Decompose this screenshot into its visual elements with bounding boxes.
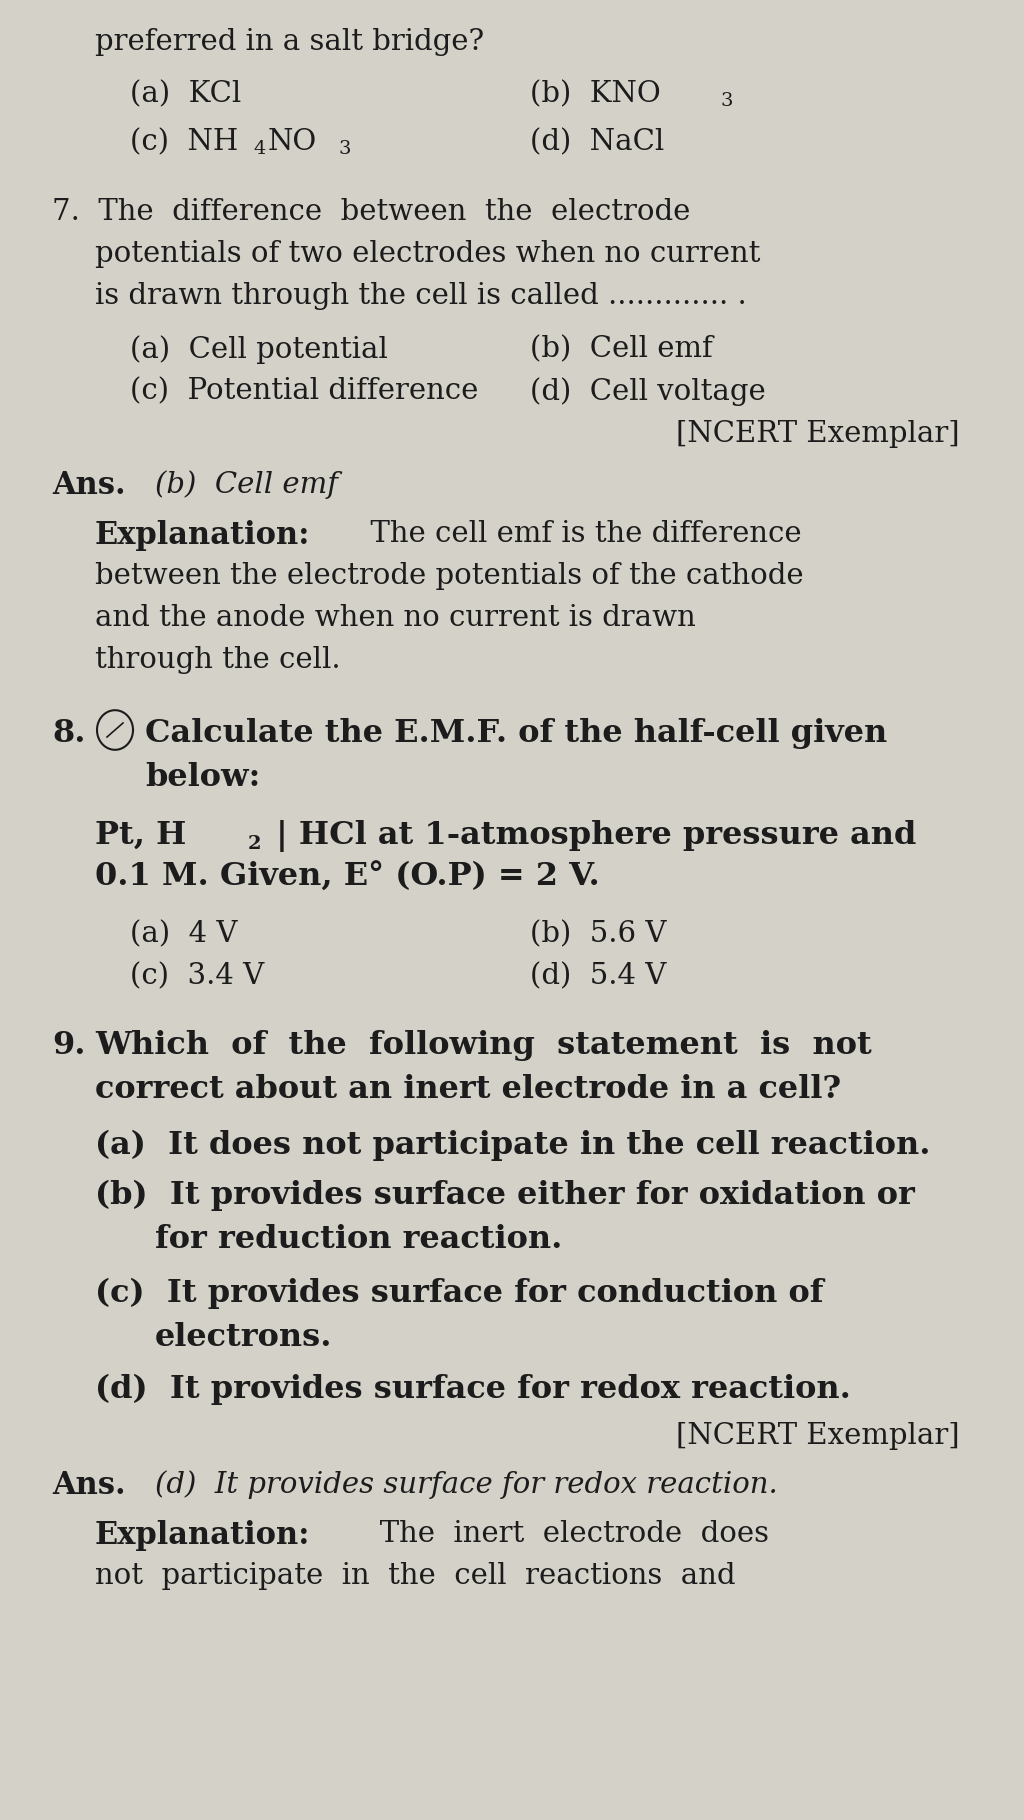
Text: correct about an inert electrode in a cell?: correct about an inert electrode in a ce… [95, 1074, 842, 1105]
Text: The cell emf is the difference: The cell emf is the difference [352, 521, 802, 548]
Text: preferred in a salt bridge?: preferred in a salt bridge? [95, 27, 484, 56]
Text: (d)  5.4 V: (d) 5.4 V [530, 963, 667, 990]
Text: 9.: 9. [52, 1030, 85, 1061]
Text: (a)  KCl: (a) KCl [130, 80, 242, 107]
Text: electrons.: electrons. [155, 1321, 333, 1352]
Text: (d)  It provides surface for redox reaction.: (d) It provides surface for redox reacti… [95, 1374, 851, 1405]
Text: (d)  It provides surface for redox reaction.: (d) It provides surface for redox reacti… [155, 1471, 778, 1500]
Text: (a)  4 V: (a) 4 V [130, 919, 238, 948]
Text: Which  of  the  following  statement  is  not: Which of the following statement is not [95, 1030, 871, 1061]
Text: 3: 3 [720, 93, 732, 109]
Text: 2: 2 [248, 835, 261, 854]
Text: [NCERT Exemplar]: [NCERT Exemplar] [677, 420, 961, 448]
Text: (b)  KNO: (b) KNO [530, 80, 660, 107]
Text: (b)  5.6 V: (b) 5.6 V [530, 919, 667, 948]
Text: between the electrode potentials of the cathode: between the electrode potentials of the … [95, 562, 804, 590]
Text: 0.1 M. Given, E° (O.P) = 2 V.: 0.1 M. Given, E° (O.P) = 2 V. [95, 863, 600, 894]
Text: for reduction reaction.: for reduction reaction. [155, 1225, 562, 1256]
Text: (a)  It does not participate in the cell reaction.: (a) It does not participate in the cell … [95, 1130, 931, 1161]
Text: | HCl at 1-atmosphere pressure and: | HCl at 1-atmosphere pressure and [265, 821, 916, 852]
Text: (b)  Cell emf: (b) Cell emf [155, 470, 338, 499]
Text: (d)  NaCl: (d) NaCl [530, 127, 665, 157]
Text: through the cell.: through the cell. [95, 646, 341, 673]
Text: is drawn through the cell is called ............. .: is drawn through the cell is called ....… [95, 282, 746, 309]
Text: (a)  Cell potential: (a) Cell potential [130, 335, 388, 364]
Text: (c)  It provides surface for conduction of: (c) It provides surface for conduction o… [95, 1278, 823, 1309]
Text: (b)  It provides surface either for oxidation or: (b) It provides surface either for oxida… [95, 1179, 914, 1212]
Text: 3: 3 [338, 140, 350, 158]
Text: Explanation:: Explanation: [95, 1520, 310, 1551]
Text: Calculate the E.M.F. of the half-cell given: Calculate the E.M.F. of the half-cell gi… [145, 719, 887, 750]
Text: The  inert  electrode  does: The inert electrode does [352, 1520, 769, 1549]
Text: (c)  NH: (c) NH [130, 127, 239, 157]
Text: (b)  Cell emf: (b) Cell emf [530, 335, 713, 362]
Text: (c)  3.4 V: (c) 3.4 V [130, 963, 264, 990]
Text: 8.: 8. [52, 719, 85, 750]
Text: [NCERT Exemplar]: [NCERT Exemplar] [677, 1421, 961, 1451]
Text: potentials of two electrodes when no current: potentials of two electrodes when no cur… [95, 240, 761, 268]
Text: Ans.: Ans. [52, 470, 126, 500]
Text: 4: 4 [253, 140, 265, 158]
Text: below:: below: [145, 763, 260, 794]
Text: Explanation:: Explanation: [95, 521, 310, 551]
Text: and the anode when no current is drawn: and the anode when no current is drawn [95, 604, 695, 632]
Text: (d)  Cell voltage: (d) Cell voltage [530, 377, 766, 406]
Text: not  participate  in  the  cell  reactions  and: not participate in the cell reactions an… [95, 1562, 735, 1591]
Text: Ans.: Ans. [52, 1471, 126, 1502]
Text: (c)  Potential difference: (c) Potential difference [130, 377, 478, 406]
Text: 7.  The  difference  between  the  electrode: 7. The difference between the electrode [52, 198, 690, 226]
Text: Pt, H: Pt, H [95, 821, 186, 852]
Text: NO: NO [268, 127, 317, 157]
